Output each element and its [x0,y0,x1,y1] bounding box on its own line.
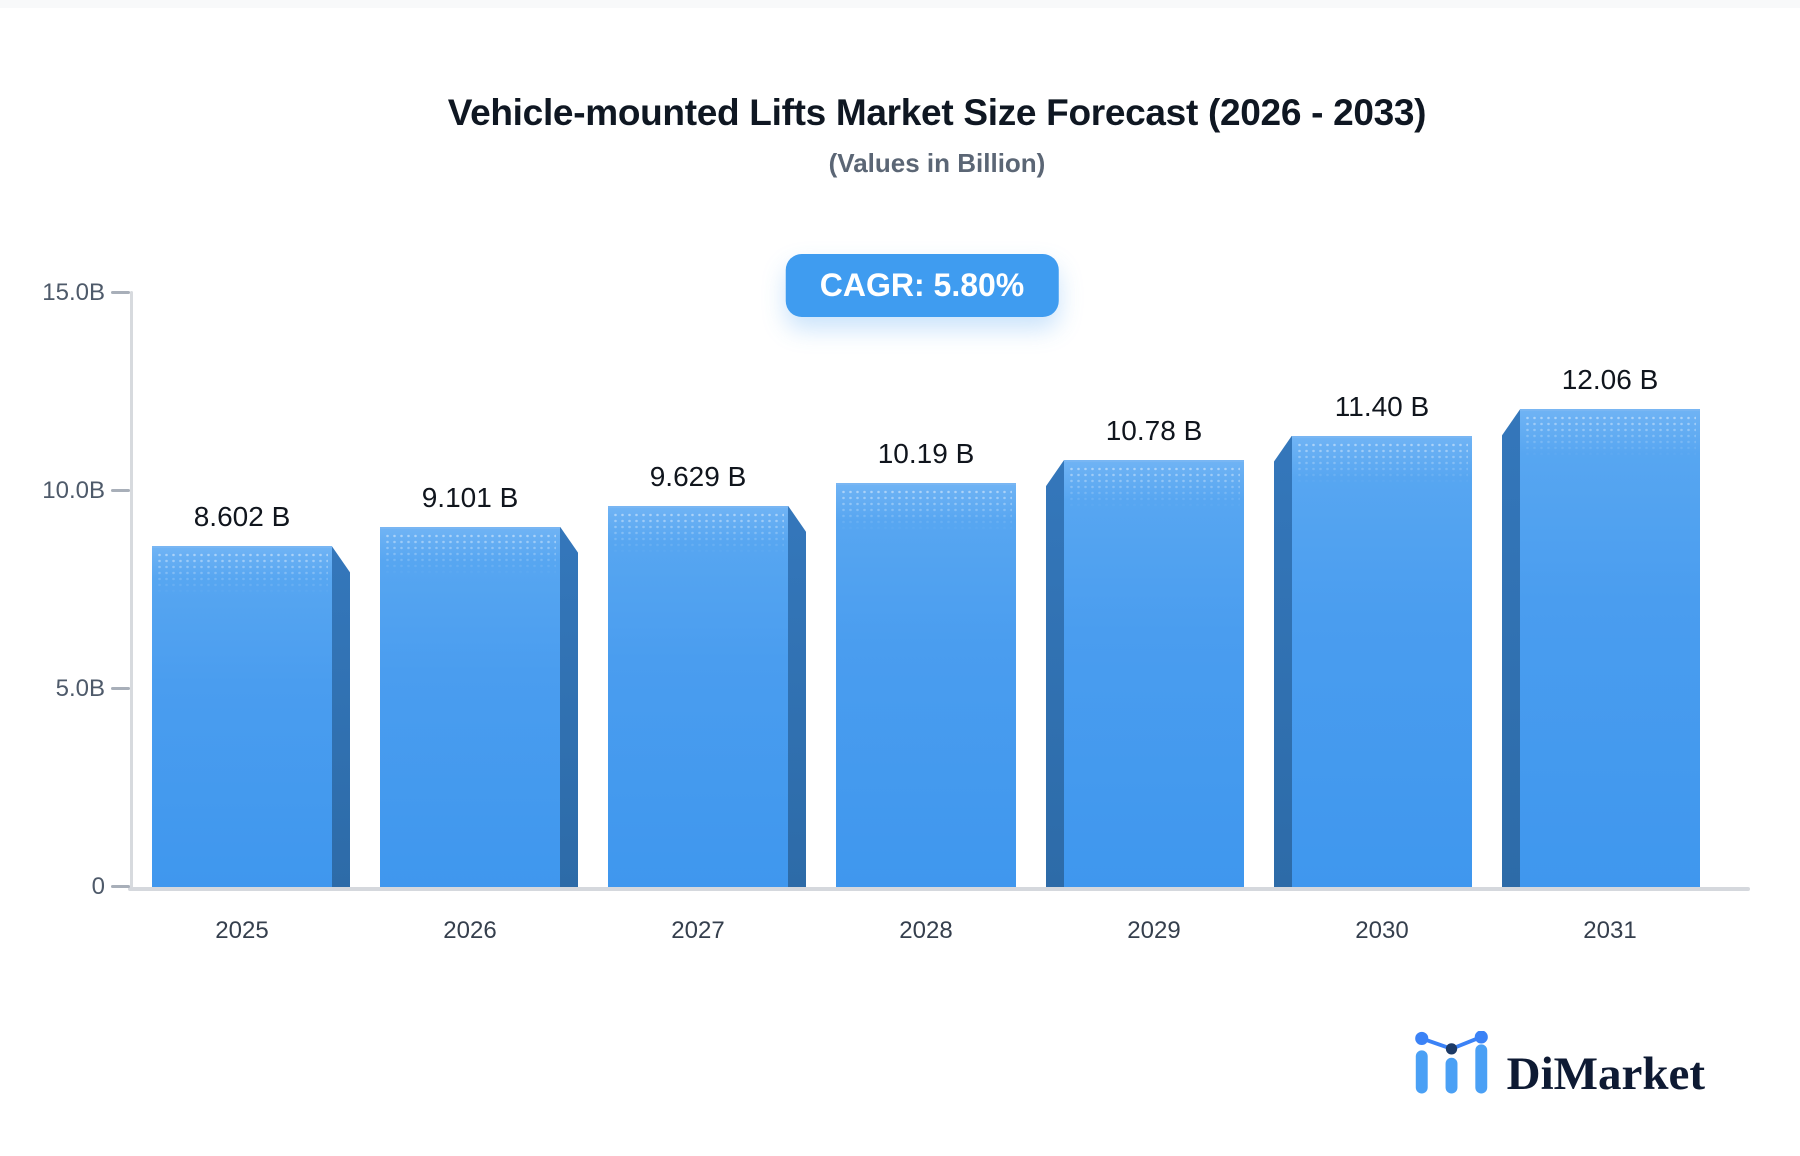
chart-title: Vehicle-mounted Lifts Market Size Foreca… [447,92,1427,133]
logo-chart-icon [1414,1031,1488,1094]
brand-logo: DiMarket [1414,1031,1705,1098]
bar-texture [384,532,556,575]
bar-value-label: 11.40 B [1334,390,1430,422]
bar-side-face [1046,460,1064,887]
bar-value-label: 10.78 B [1105,415,1203,447]
logo-text: DiMarket [1506,1048,1705,1100]
bar-texture [1296,441,1468,484]
bar [1292,435,1472,887]
bar-side-face [560,526,578,887]
bar-texture [156,552,328,595]
x-axis-category-label: 2030 [1355,917,1409,944]
bar-texture [840,489,1012,532]
bar-texture [612,511,784,554]
y-axis-tick-mark [111,885,130,888]
bar-side-face [332,546,350,887]
x-axis-category-label: 2025 [215,917,269,944]
y-axis-tick-label: 0 [91,873,105,900]
cagr-badge: CAGR: 5.80% [785,254,1059,317]
bar [836,483,1016,887]
bar-value-label: 8.602 B [193,501,291,533]
bar [608,505,788,887]
chart-subtitle: (Values in Billion) [828,148,1046,178]
y-axis-tick-label: 5.0B [55,675,105,702]
y-axis-tick-label: 10.0B [42,477,105,504]
x-axis-category-label: 2027 [671,917,725,944]
bar-texture [1068,466,1240,509]
bar-side-face [1502,409,1520,887]
top-border [0,0,1800,8]
bar [1520,409,1700,887]
x-axis-category-label: 2031 [1583,917,1637,944]
bar [152,546,332,887]
bar-texture [1524,415,1696,458]
x-axis-category-label: 2028 [899,917,953,944]
bar-side-face [1274,435,1292,887]
bar-value-label: 9.629 B [649,460,747,492]
y-axis-tick-mark [111,489,130,492]
bar [380,526,560,887]
x-axis-line [128,887,1750,891]
x-axis-category-label: 2026 [443,917,497,944]
y-axis-tick-mark [111,291,130,294]
y-axis-line [130,291,133,891]
x-axis-category-label: 2029 [1127,917,1181,944]
y-axis-tick-mark [111,687,130,690]
bar-value-label: 9.101 B [421,481,519,513]
bar-side-face [788,505,806,887]
y-axis-tick-label: 15.0B [42,279,105,306]
bar-value-label: 10.19 B [877,438,975,470]
bar [1064,460,1244,887]
bar-value-label: 12.06 B [1561,364,1659,396]
